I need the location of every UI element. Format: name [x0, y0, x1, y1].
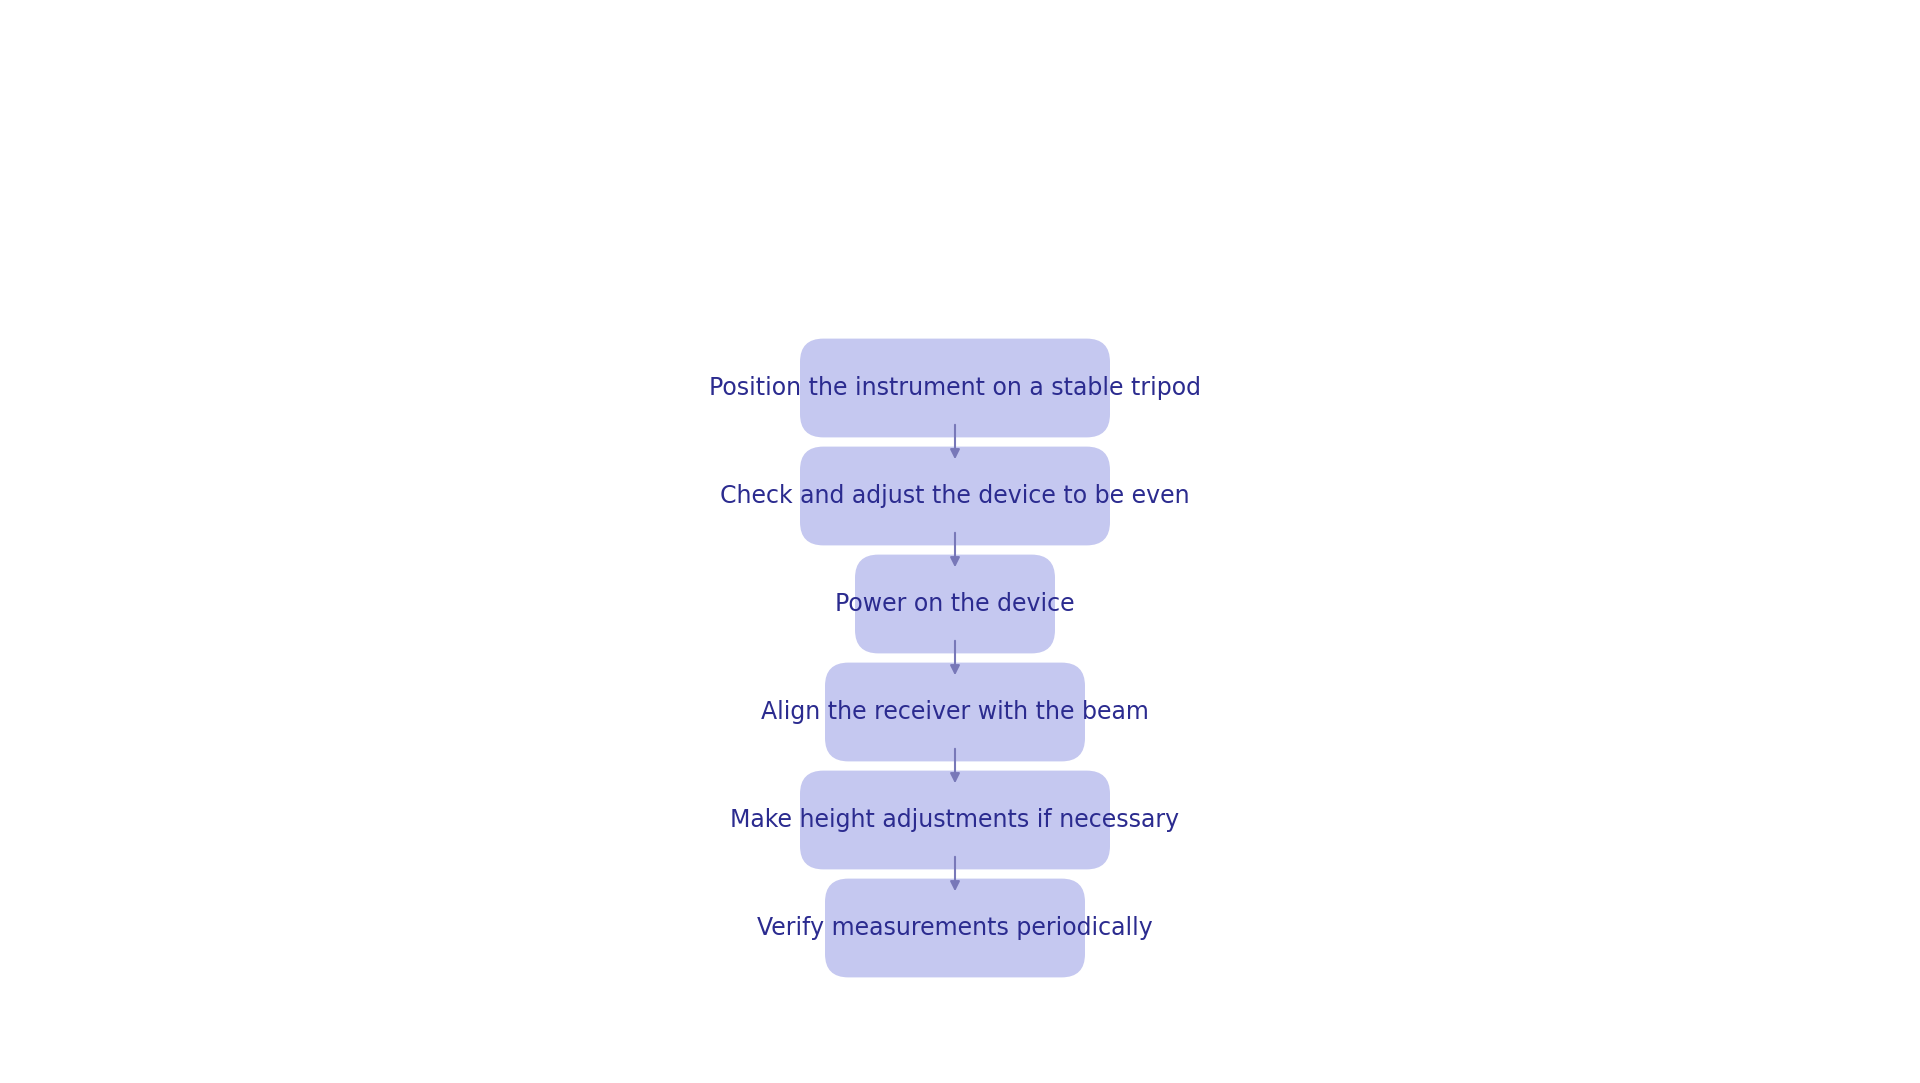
Text: Align the receiver with the beam: Align the receiver with the beam [760, 700, 1148, 725]
Text: Check and adjust the device to be even: Check and adjust the device to be even [720, 484, 1190, 508]
FancyBboxPatch shape [801, 771, 1110, 870]
Text: Position the instrument on a stable tripod: Position the instrument on a stable trip… [708, 376, 1202, 400]
Text: Make height adjustments if necessary: Make height adjustments if necessary [730, 808, 1179, 832]
FancyBboxPatch shape [801, 339, 1110, 438]
Text: Power on the device: Power on the device [835, 592, 1075, 616]
FancyBboxPatch shape [801, 446, 1110, 546]
Text: Verify measurements periodically: Verify measurements periodically [756, 916, 1152, 940]
FancyBboxPatch shape [826, 878, 1085, 977]
FancyBboxPatch shape [826, 663, 1085, 761]
FancyBboxPatch shape [854, 554, 1054, 653]
